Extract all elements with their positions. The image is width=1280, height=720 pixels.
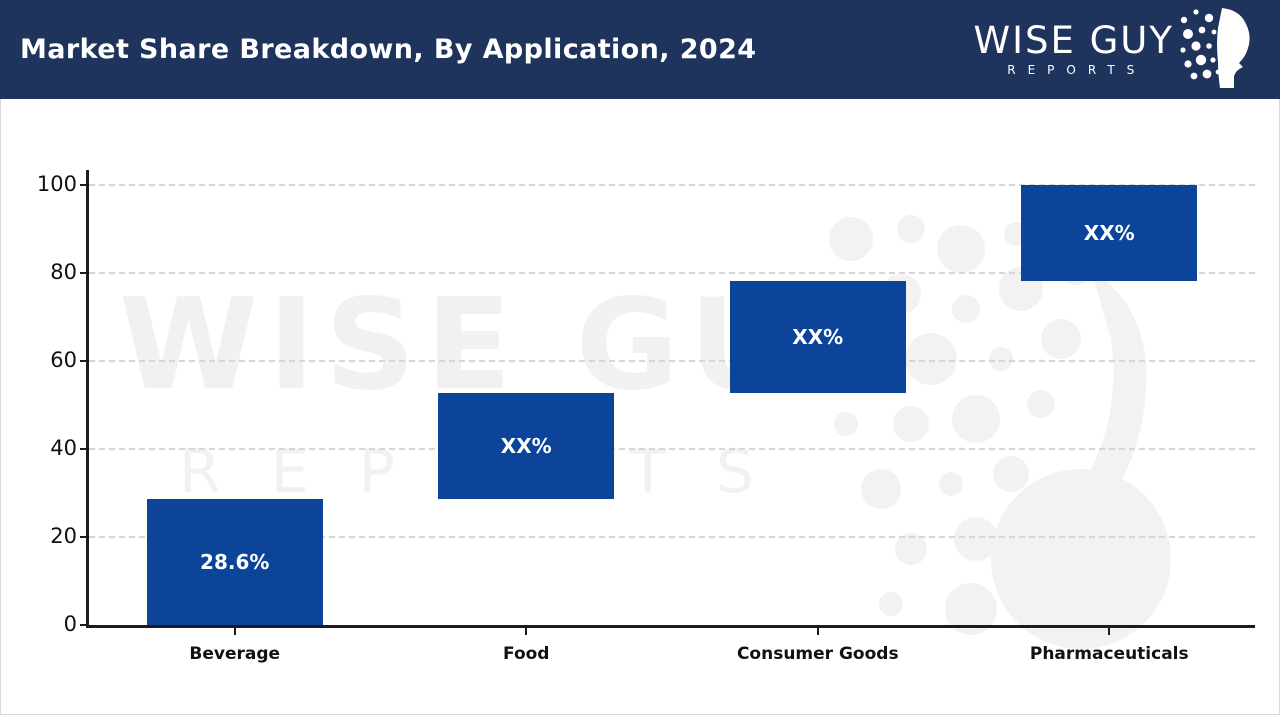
bar-value-label: 28.6%	[200, 550, 270, 575]
bar-food: XX%	[438, 393, 615, 500]
y-tick-label: 60	[50, 348, 77, 372]
gridline	[89, 184, 1255, 186]
x-tick-mark	[816, 627, 819, 635]
x-axis-line	[86, 625, 1255, 628]
x-tick-mark	[525, 627, 528, 635]
y-tick-mark	[80, 624, 89, 626]
x-tick-mark	[233, 627, 236, 635]
gridline	[89, 272, 1255, 274]
bar-value-label: XX%	[500, 434, 552, 459]
y-tick-mark	[80, 448, 89, 450]
y-tick-mark	[80, 184, 89, 186]
page-title: Market Share Breakdown, By Application, …	[20, 34, 757, 65]
x-category-label: Pharmaceuticals	[1029, 644, 1189, 664]
gridline	[89, 360, 1255, 362]
head-dots-icon	[1176, 4, 1262, 96]
gridline	[89, 536, 1255, 538]
x-category-label: Consumer Goods	[736, 644, 899, 664]
x-category-label: Beverage	[189, 644, 281, 664]
y-tick-label: 40	[50, 436, 77, 460]
y-tick-label: 0	[63, 612, 77, 636]
gridline	[89, 448, 1255, 450]
brand-logo: WISE GUY REPORTS	[974, 4, 1262, 96]
x-category-label: Food	[503, 644, 550, 664]
y-tick-mark	[80, 272, 89, 274]
y-tick-mark	[80, 536, 89, 538]
y-tick-label: 80	[50, 260, 77, 284]
y-tick-label: 20	[50, 524, 77, 548]
bar-consumer-goods: XX%	[729, 280, 906, 394]
y-tick-mark	[80, 360, 89, 362]
y-tick-label: 100	[36, 172, 77, 196]
x-tick-mark	[1108, 627, 1111, 635]
bar-beverage: 28.6%	[146, 499, 323, 625]
y-axis-line	[86, 170, 89, 628]
brand-name: WISE GUY	[973, 19, 1174, 62]
brand-subtitle: REPORTS	[1007, 63, 1147, 77]
bar-value-label: XX%	[792, 325, 844, 349]
bar-value-label: XX%	[1083, 220, 1135, 245]
header-bar: Market Share Breakdown, By Application, …	[0, 0, 1280, 99]
bar-pharmaceuticals: XX%	[1021, 185, 1198, 281]
chart-area: WISE GUY REPORTS 02040608010028.6%Bevera…	[0, 99, 1280, 715]
brand-logo-text: WISE GUY REPORTS	[974, 22, 1174, 77]
